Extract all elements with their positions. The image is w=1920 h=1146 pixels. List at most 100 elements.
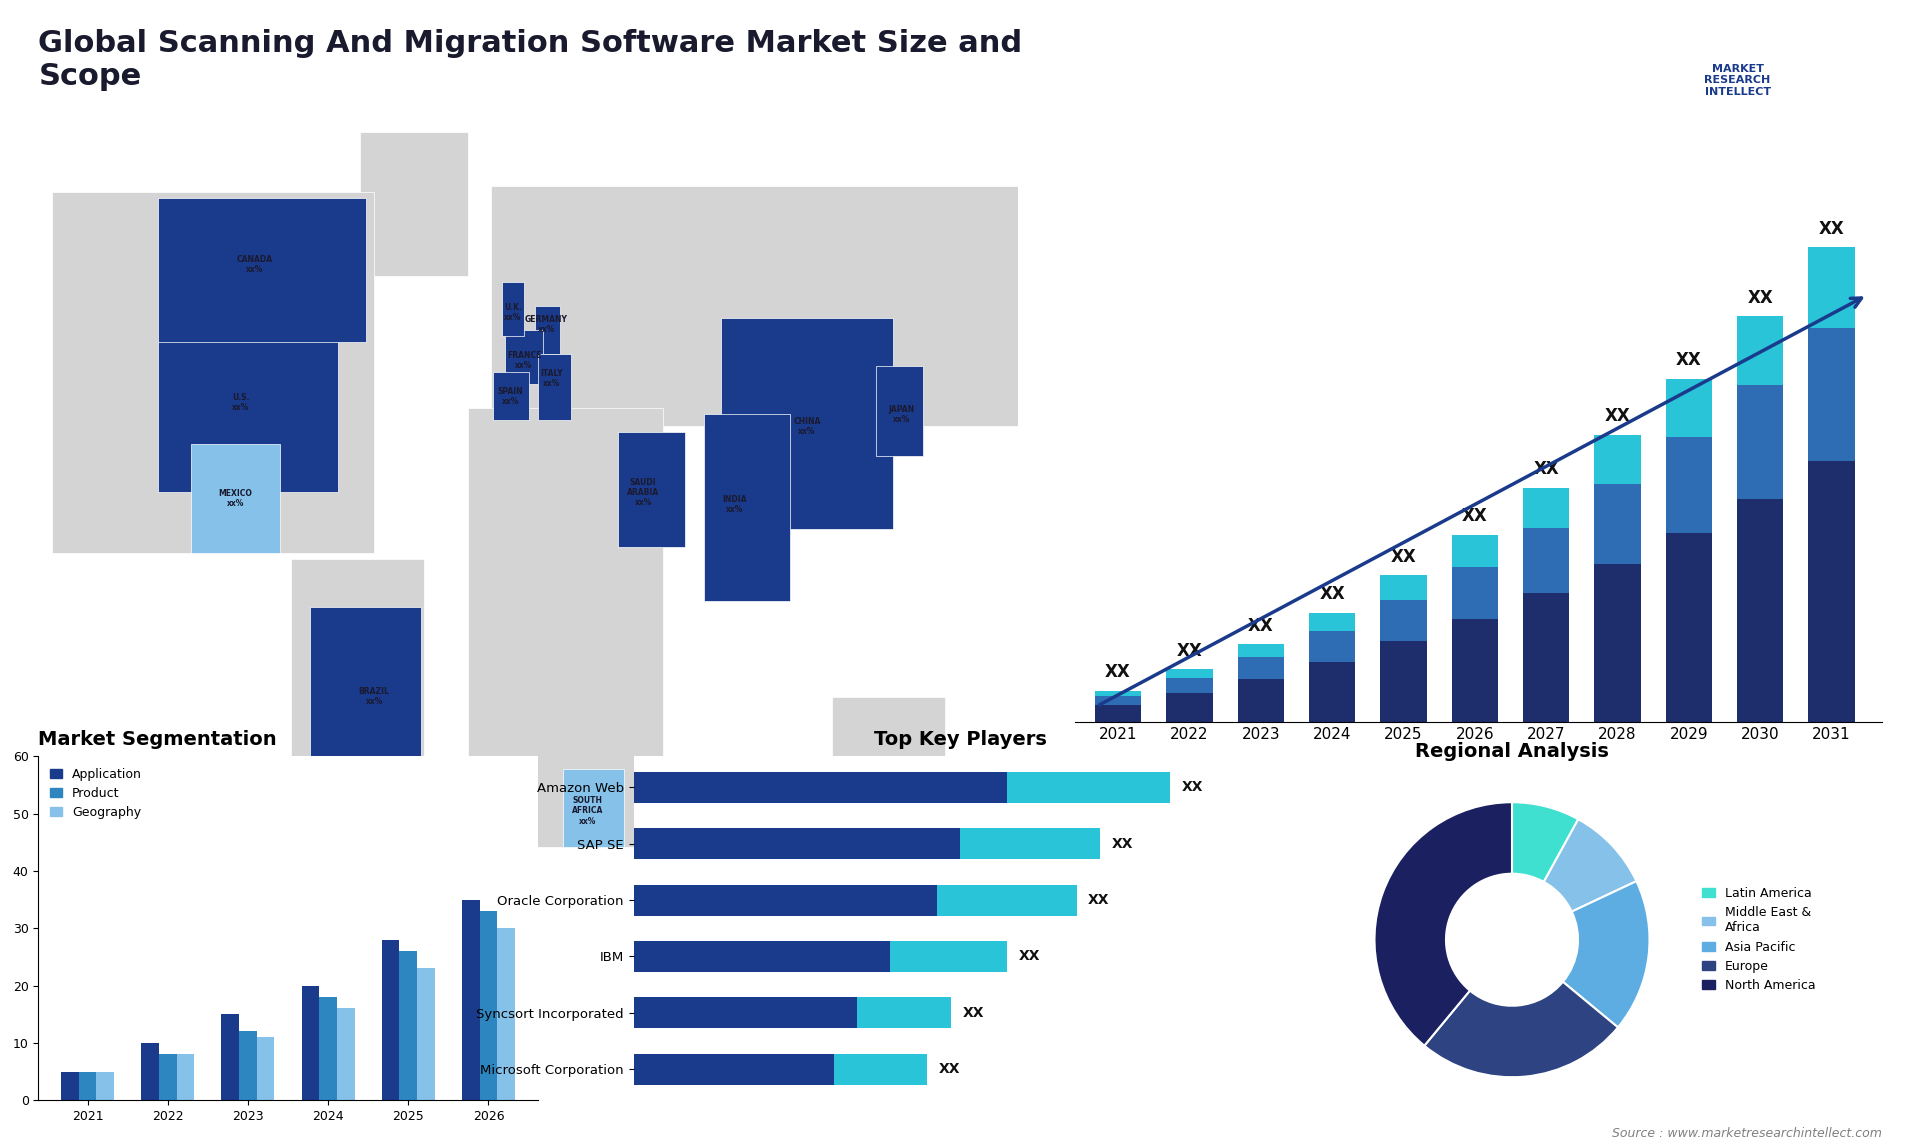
Bar	[634, 1053, 833, 1084]
Text: ITALY
xx%: ITALY xx%	[540, 369, 563, 388]
Text: XX: XX	[1534, 461, 1559, 479]
Bar	[1523, 527, 1569, 594]
Bar	[634, 941, 891, 972]
Bar	[634, 885, 937, 916]
Text: U.K.
xx%: U.K. xx%	[503, 303, 522, 322]
Bar	[257, 1037, 275, 1100]
Bar	[1380, 575, 1427, 601]
Polygon shape	[501, 282, 524, 336]
Polygon shape	[313, 763, 371, 967]
Text: CANADA
xx%: CANADA xx%	[236, 254, 273, 274]
Text: JAPAN
xx%: JAPAN xx%	[889, 405, 914, 424]
Bar	[1309, 631, 1356, 662]
Bar	[1594, 484, 1642, 564]
Polygon shape	[192, 445, 280, 552]
Text: BRAZIL
xx%: BRAZIL xx%	[359, 686, 390, 706]
Bar	[1238, 680, 1284, 722]
Bar	[79, 1072, 96, 1100]
Text: Market Segmentation: Market Segmentation	[38, 730, 276, 749]
Bar	[463, 900, 480, 1100]
Bar	[1309, 613, 1356, 631]
Text: XX: XX	[1181, 780, 1204, 794]
Text: SOUTH
AFRICA
xx%: SOUTH AFRICA xx%	[572, 796, 603, 826]
Bar	[1380, 642, 1427, 722]
Text: XX: XX	[1461, 508, 1488, 525]
Polygon shape	[876, 367, 924, 456]
Polygon shape	[157, 336, 338, 493]
Title: Regional Analysis: Regional Analysis	[1415, 741, 1609, 761]
Polygon shape	[52, 193, 374, 552]
Bar	[1594, 434, 1642, 484]
Text: XX: XX	[939, 1062, 960, 1076]
Text: XX: XX	[1390, 548, 1417, 566]
Text: FRANCE
xx%: FRANCE xx%	[507, 351, 541, 370]
Polygon shape	[536, 306, 561, 354]
Bar	[1738, 385, 1784, 499]
Bar	[1094, 696, 1140, 705]
Bar	[1238, 644, 1284, 657]
Bar	[960, 829, 1100, 860]
Polygon shape	[618, 432, 685, 547]
Legend: Application, Product, Geography: Application, Product, Geography	[44, 762, 148, 824]
Bar	[1094, 705, 1140, 722]
Bar	[96, 1072, 113, 1100]
Bar	[1165, 678, 1213, 693]
Bar	[1309, 662, 1356, 722]
Bar	[634, 772, 1006, 803]
Wedge shape	[1425, 982, 1619, 1077]
Wedge shape	[1375, 802, 1513, 1045]
Text: Global Scanning And Migration Software Market Size and
Scope: Global Scanning And Migration Software M…	[38, 29, 1023, 92]
Text: XX: XX	[1248, 617, 1273, 635]
Text: XX: XX	[1106, 664, 1131, 682]
Bar	[1523, 594, 1569, 722]
Polygon shape	[311, 606, 420, 847]
Bar	[336, 1008, 355, 1100]
Text: ARGENTINA
xx%: ARGENTINA xx%	[315, 831, 367, 850]
Polygon shape	[705, 415, 791, 601]
Bar	[1452, 535, 1498, 566]
Bar	[891, 941, 1006, 972]
Text: MARKET
RESEARCH
INTELLECT: MARKET RESEARCH INTELLECT	[1705, 64, 1770, 96]
Polygon shape	[505, 330, 543, 384]
Bar	[1523, 488, 1569, 527]
Text: XX: XX	[1319, 586, 1346, 603]
Wedge shape	[1563, 881, 1649, 1027]
Text: XX: XX	[1676, 351, 1701, 369]
Text: XX: XX	[1018, 949, 1041, 964]
Text: U.S.
xx%: U.S. xx%	[232, 393, 250, 413]
Text: XX: XX	[1089, 893, 1110, 908]
Bar	[634, 997, 858, 1028]
Polygon shape	[563, 769, 624, 847]
Bar	[1238, 657, 1284, 680]
Polygon shape	[292, 558, 424, 967]
Text: XX: XX	[1747, 289, 1774, 307]
Text: GERMANY
xx%: GERMANY xx%	[524, 315, 568, 333]
Text: SPAIN
xx%: SPAIN xx%	[497, 386, 522, 406]
Bar	[301, 986, 319, 1100]
Bar	[937, 885, 1077, 916]
Bar	[1594, 564, 1642, 722]
Bar	[240, 1031, 257, 1100]
Bar	[1809, 248, 1855, 328]
Bar	[142, 1043, 159, 1100]
Legend: Latin America, Middle East &
Africa, Asia Pacific, Europe, North America: Latin America, Middle East & Africa, Asi…	[1697, 882, 1820, 997]
Bar	[1380, 601, 1427, 642]
Wedge shape	[1544, 819, 1636, 911]
Polygon shape	[493, 372, 530, 421]
Bar	[1809, 461, 1855, 722]
Bar	[634, 829, 960, 860]
Bar	[1667, 533, 1713, 722]
Bar	[319, 997, 336, 1100]
Bar	[1006, 772, 1169, 803]
Text: SAUDI
ARABIA
xx%: SAUDI ARABIA xx%	[628, 478, 659, 508]
Title: Top Key Players: Top Key Players	[874, 730, 1046, 749]
Text: XX: XX	[962, 1006, 983, 1020]
Bar	[159, 1054, 177, 1100]
Bar	[1452, 619, 1498, 722]
Bar	[858, 997, 950, 1028]
Bar	[497, 928, 515, 1100]
Polygon shape	[538, 354, 570, 421]
Polygon shape	[492, 186, 1018, 426]
Wedge shape	[1511, 802, 1578, 882]
Bar	[1667, 437, 1713, 533]
